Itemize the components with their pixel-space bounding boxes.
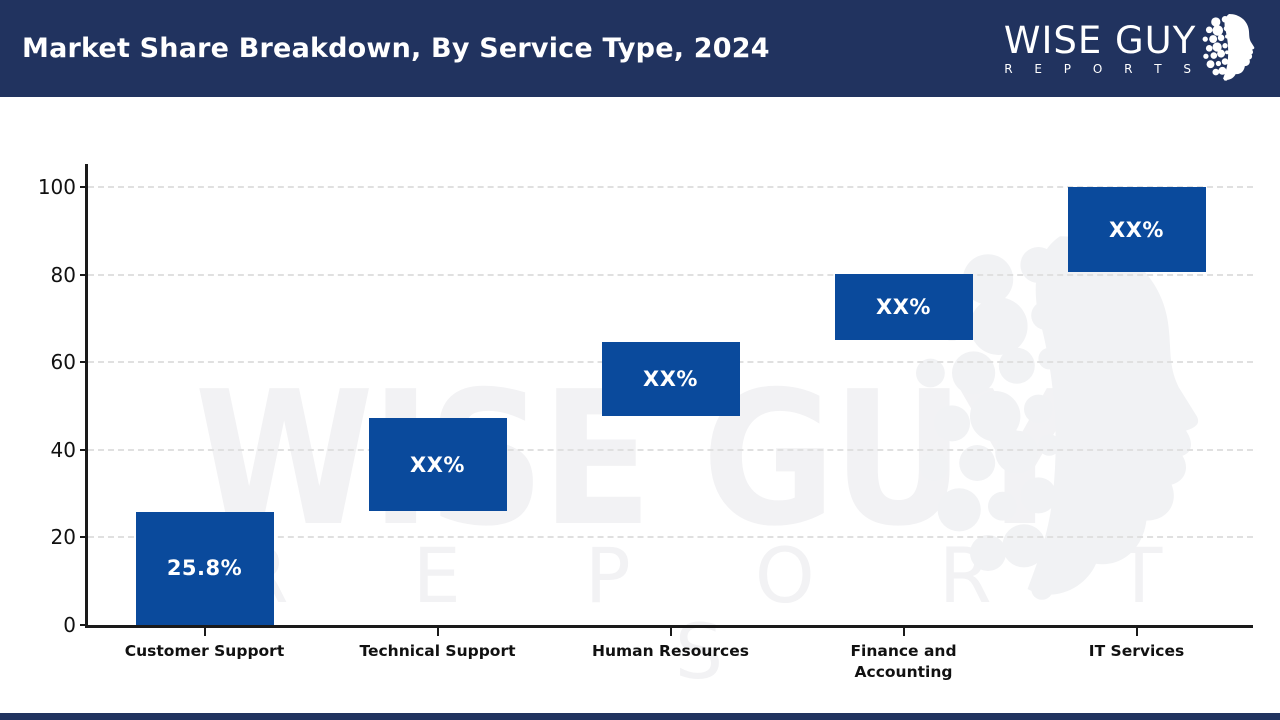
y-axis-tick — [80, 536, 88, 539]
grid-line — [88, 186, 1253, 188]
y-axis-tick-label: 0 — [63, 613, 76, 637]
bar: XX% — [368, 418, 507, 512]
grid-line — [88, 448, 1253, 451]
y-axis-tick — [80, 624, 88, 626]
bar-value-label: XX% — [643, 367, 698, 392]
chart-area: WISE GUY R E P O R T S 0 20 40 60 80 100 25.8%… — [0, 97, 1280, 713]
x-axis-tick — [1135, 628, 1138, 636]
y-axis-tick-label: 40 — [50, 437, 76, 462]
y-axis-tick-label: 60 — [50, 350, 76, 375]
x-axis-category-label: Human Resources — [592, 642, 749, 660]
footer-bar — [0, 713, 1280, 720]
bar: XX% — [601, 342, 740, 417]
bar-value-label: XX% — [1109, 217, 1164, 242]
x-axis-category-label: IT Services — [1088, 642, 1185, 660]
x-axis-tick — [436, 628, 439, 636]
y-axis-tick — [80, 361, 88, 364]
x-axis-category-label: Finance and Accounting — [850, 642, 957, 681]
dotted-head-icon — [1202, 13, 1255, 81]
brand-logo-text: WISE GUY R E P O R T S — [1000, 22, 1200, 75]
y-axis-tick — [80, 448, 88, 451]
x-axis-tick — [203, 628, 206, 636]
y-axis-tick-label: 80 — [50, 262, 76, 287]
grid-line — [88, 536, 1253, 539]
y-axis-tick-label: 100 — [37, 175, 76, 199]
brand-logo: WISE GUY R E P O R T S — [1000, 12, 1280, 86]
bar-value-label: XX% — [876, 294, 931, 319]
header-bar: Market Share Breakdown, By Service Type,… — [0, 0, 1280, 97]
x-axis-line — [85, 625, 1253, 628]
x-axis-tick — [669, 628, 672, 636]
brand-name: WISE GUY — [1003, 19, 1197, 62]
x-axis-category-label: Customer Support — [124, 642, 285, 660]
x-axis-tick — [902, 628, 905, 636]
page-title: Market Share Breakdown, By Service Type,… — [22, 33, 770, 64]
y-axis-line — [85, 164, 88, 628]
y-axis-tick — [80, 273, 88, 276]
grid-line — [88, 273, 1253, 276]
bar-value-label: 25.8% — [166, 556, 243, 581]
bar: 25.8% — [135, 511, 274, 625]
bar: XX% — [834, 273, 973, 340]
bar: XX% — [1067, 187, 1206, 273]
y-axis-tick — [80, 186, 88, 188]
x-axis-category-label: Technical Support — [359, 642, 516, 660]
bar-value-label: XX% — [410, 452, 465, 477]
brand-subname: R E P O R T S — [1004, 62, 1200, 76]
y-axis-tick-label: 20 — [50, 525, 76, 550]
